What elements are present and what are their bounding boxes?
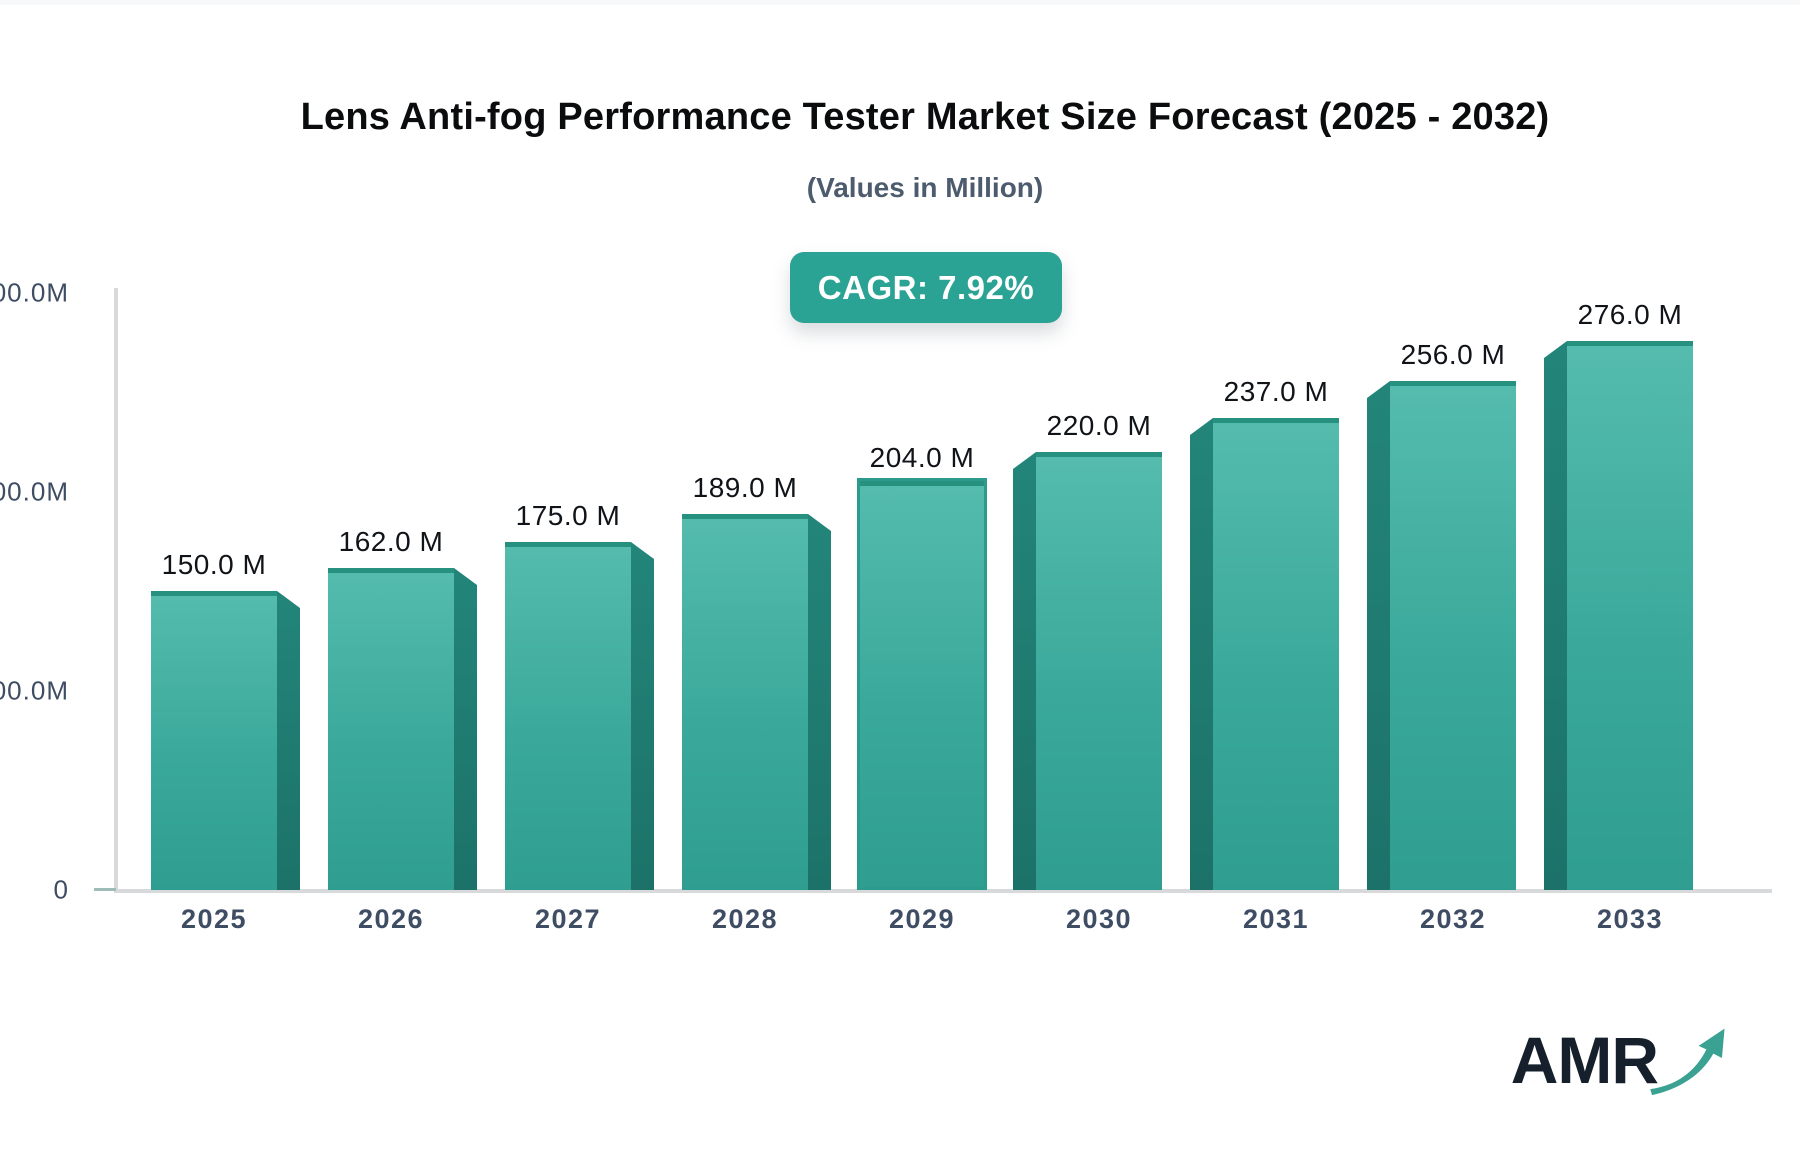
- bar-side-face: [808, 514, 831, 890]
- bar-top-edge: [860, 481, 984, 486]
- y-tick-label: 0: [53, 874, 69, 905]
- plot-area: 300.0M 200.0M 100.0M 0 150.0 M 2025 162.0 M 202…: [0, 278, 1772, 934]
- x-axis-category-label: 2030: [1065, 904, 1133, 934]
- x-axis-category-label: 2027: [534, 904, 602, 934]
- bar-value-label: 276.0 M: [1577, 299, 1683, 330]
- bar-top-edge: [682, 514, 808, 519]
- bar-side-face: [454, 568, 477, 890]
- bar-value-label: 237.0 M: [1223, 376, 1329, 407]
- bar-top-edge: [1213, 418, 1339, 423]
- bar-front-face: [1567, 341, 1693, 890]
- y-tick-label: 300.0M: [0, 277, 69, 308]
- bar-top-edge: [1567, 341, 1693, 346]
- bar-value-label: 204.0 M: [869, 442, 975, 473]
- x-axis-category-label: 2031: [1242, 904, 1310, 934]
- bar-top-edge: [1390, 381, 1516, 386]
- bar-front-face: [1213, 418, 1339, 890]
- x-axis-line: [114, 889, 1772, 893]
- bar-front-face: [1036, 452, 1162, 890]
- bar-value-label: 150.0 M: [161, 549, 267, 580]
- bar-side-face: [1013, 452, 1036, 890]
- bar-front-face: [857, 478, 987, 890]
- bar-front-face: [1390, 381, 1516, 890]
- x-axis-category-label: 2026: [357, 904, 425, 934]
- bar-side-face: [1190, 418, 1213, 890]
- bar-value-label: 220.0 M: [1046, 410, 1152, 441]
- y-tick-label: 100.0M: [0, 675, 69, 706]
- bar-side-face: [277, 591, 300, 890]
- x-axis-category-label: 2025: [180, 904, 248, 934]
- chart-title: Lens Anti-fog Performance Tester Market …: [300, 96, 1550, 138]
- x-axis-category-label: 2032: [1419, 904, 1487, 934]
- chart-subtitle: (Values in Million): [806, 172, 1044, 203]
- trend-up-arrow-icon: [1650, 1028, 1725, 1096]
- y-axis-line: [114, 288, 118, 893]
- amr-logo-text: AMR: [1510, 1023, 1659, 1097]
- bar-top-edge: [328, 568, 454, 573]
- bar-value-label: 189.0 M: [692, 472, 798, 503]
- bar-value-label: 256.0 M: [1400, 339, 1506, 370]
- bar-value-label: 175.0 M: [515, 500, 621, 531]
- bar-side-face: [631, 542, 654, 890]
- bar-top-edge: [1036, 452, 1162, 457]
- bar-top-edge: [505, 542, 631, 547]
- cagr-badge-label: CAGR: 7.92%: [817, 268, 1035, 306]
- bar-value-label: 162.0 M: [338, 526, 444, 557]
- bar-side-face: [1544, 341, 1567, 890]
- x-axis-category-label: 2029: [888, 904, 956, 934]
- zero-tick-mark: [94, 888, 116, 891]
- amr-logo: AMR: [1511, 1024, 1734, 1096]
- x-axis-category-label: 2033: [1596, 904, 1664, 934]
- bar-front-face: [151, 591, 277, 890]
- bar-front-face: [682, 514, 808, 890]
- bar-front-face: [328, 568, 454, 890]
- bar-front-face: [505, 542, 631, 890]
- y-tick-label: 200.0M: [0, 476, 69, 507]
- x-axis-category-label: 2028: [711, 904, 779, 934]
- cagr-badge: CAGR: 7.92%: [790, 252, 1062, 323]
- card-top-edge: [0, 0, 1800, 5]
- bar-side-face: [1367, 381, 1390, 890]
- bar-top-edge: [151, 591, 277, 596]
